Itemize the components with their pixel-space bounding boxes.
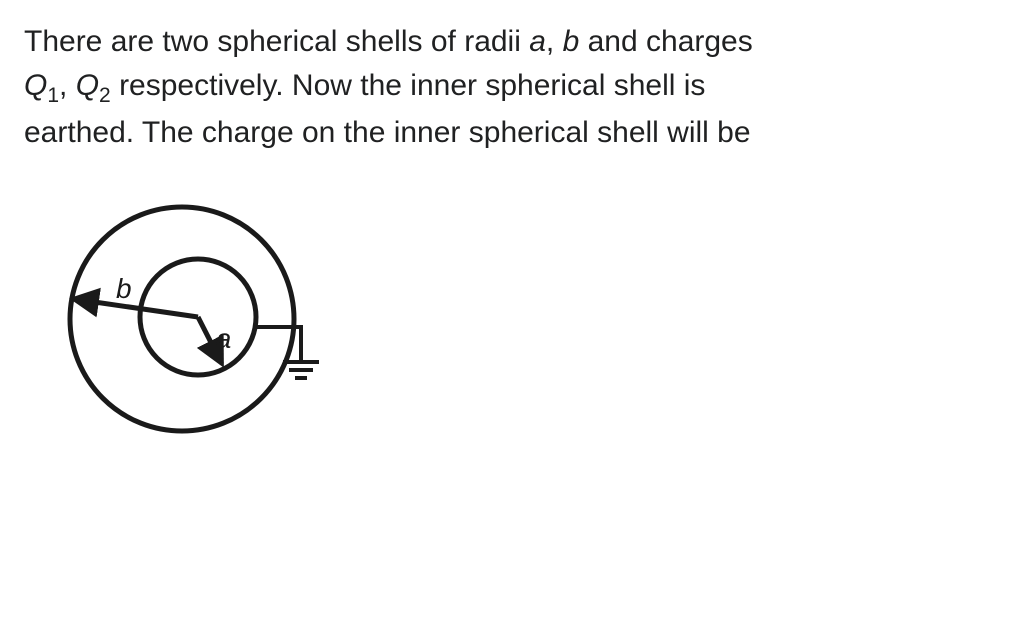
text-fragment: earthed. The charge on the inner spheric… [24,116,751,149]
label-a: a [216,324,232,355]
text-fragment: , [546,25,563,58]
problem-statement: There are two spherical shells of radii … [24,20,1000,154]
variable-Q1-base: Q [24,69,47,102]
text-fragment: There are two spherical shells of radii [24,25,529,58]
text-fragment: and charges [579,25,752,58]
radius-b-arrow [74,299,198,317]
variable-Q1-sub: 1 [47,84,59,107]
diagram-svg: ba [42,174,362,464]
variable-a: a [529,25,546,58]
label-b: b [116,273,132,304]
variable-Q2-sub: 2 [99,84,111,107]
shells-diagram: ba [42,174,1000,469]
variable-b: b [563,25,580,58]
text-fragment: respectively. Now the inner spherical sh… [111,69,706,102]
text-fragment: , [59,69,76,102]
variable-Q2-base: Q [76,69,99,102]
outer-shell [70,207,294,431]
